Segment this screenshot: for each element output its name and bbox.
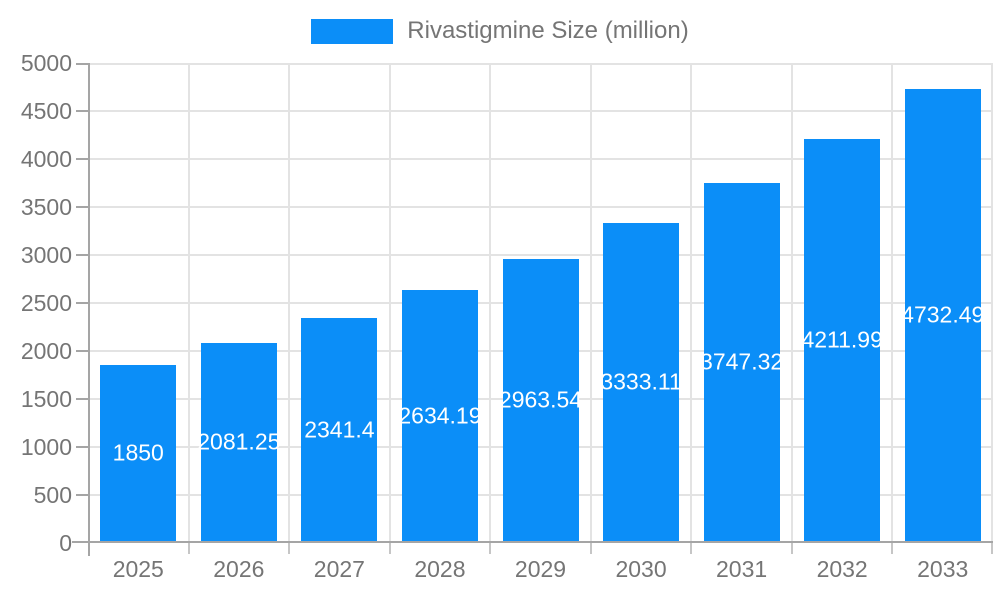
v-gridline (288, 63, 291, 543)
bar-value-label: 3333.11 (600, 368, 682, 395)
x-tick-mark (388, 543, 391, 554)
y-tick-mark (76, 158, 88, 160)
legend-label: Rivastigmine Size (million) (407, 17, 689, 44)
bar-value-label: 4211.99 (801, 326, 883, 353)
y-tick-label: 3500 (20, 193, 72, 220)
x-tick-label: 2028 (414, 556, 466, 582)
bar-2033: 4732.49 (901, 88, 984, 541)
h-gridline (88, 63, 993, 65)
y-tick-label: 0 (59, 529, 72, 556)
bar-2027: 2341.4 (301, 318, 378, 541)
y-tick-label: 3000 (20, 241, 72, 268)
h-gridline (88, 110, 993, 112)
y-tick-mark (76, 350, 88, 352)
y-tick-mark (76, 63, 88, 65)
bar-2030: 3333.11 (600, 223, 682, 541)
bar-value-label: 2081.25 (197, 428, 281, 455)
x-tick-mark (891, 543, 894, 554)
y-tick-label: 4000 (20, 145, 72, 172)
h-gridline (88, 206, 993, 208)
x-tick-mark (991, 543, 993, 554)
v-gridline (690, 63, 693, 543)
x-tick-mark (690, 543, 693, 554)
x-tick-label: 2032 (816, 556, 868, 582)
bar-2029: 2963.54 (499, 258, 582, 541)
y-tick-mark (76, 254, 88, 256)
bar-value-label: 4732.49 (901, 301, 985, 328)
y-tick-label: 2500 (20, 289, 72, 316)
legend-swatch (311, 18, 394, 44)
x-tick-label: 2026 (213, 556, 265, 582)
v-gridline (489, 63, 492, 543)
x-tick-mark (187, 543, 190, 554)
y-tick-label: 5000 (20, 49, 72, 76)
x-tick-label: 2027 (313, 556, 365, 582)
v-gridline (891, 63, 894, 543)
v-gridline (589, 63, 592, 543)
h-gridline (88, 158, 993, 160)
y-tick-label: 1500 (20, 385, 72, 412)
bar-2026: 2081.25 (197, 343, 280, 541)
x-axis-line (72, 541, 993, 543)
x-tick-label: 2033 (917, 556, 969, 582)
x-tick-mark (790, 543, 793, 554)
bar-2025: 1850 (100, 365, 177, 541)
y-tick-mark (76, 302, 88, 304)
v-gridline (991, 63, 993, 543)
chart-legend: Rivastigmine Size (million) (0, 17, 1000, 45)
y-tick-mark (76, 206, 88, 208)
y-axis-line (88, 63, 90, 556)
v-gridline (790, 63, 793, 543)
legend-item-rivastigmine[interactable]: Rivastigmine Size (million) (311, 17, 689, 45)
y-tick-mark (76, 398, 88, 400)
bar-value-label: 3747.32 (700, 348, 784, 375)
bar-value-label: 1850 (112, 439, 164, 466)
bar-2028: 2634.19 (398, 290, 482, 541)
bar-value-label: 2963.54 (498, 386, 583, 413)
bar-value-label: 2634.19 (398, 402, 482, 429)
x-tick-mark (589, 543, 592, 554)
y-tick-label: 4500 (20, 97, 72, 124)
y-tick-label: 500 (33, 481, 72, 508)
bar-2032: 4211.99 (801, 138, 883, 541)
y-tick-mark (76, 494, 88, 496)
v-gridline (187, 63, 190, 543)
x-tick-label: 2029 (514, 556, 567, 582)
v-gridline (388, 63, 391, 543)
x-tick-mark (288, 543, 291, 554)
h-gridline (88, 254, 993, 256)
y-tick-label: 1000 (20, 433, 72, 460)
y-tick-label: 2000 (20, 337, 72, 364)
plot-area: 0 500 1000 1500 2000 2500 3000 3500 4000 4500 5000… (21, 50, 993, 582)
y-tick-mark (76, 446, 88, 448)
x-tick-label: 2031 (716, 556, 768, 582)
x-tick-label: 2030 (615, 556, 667, 582)
x-tick-mark (489, 543, 492, 554)
y-tick-mark (76, 110, 88, 112)
bar-value-label: 2341.4 (304, 416, 375, 443)
x-tick-label: 2025 (112, 556, 164, 582)
bar-2031: 3747.32 (700, 183, 783, 541)
